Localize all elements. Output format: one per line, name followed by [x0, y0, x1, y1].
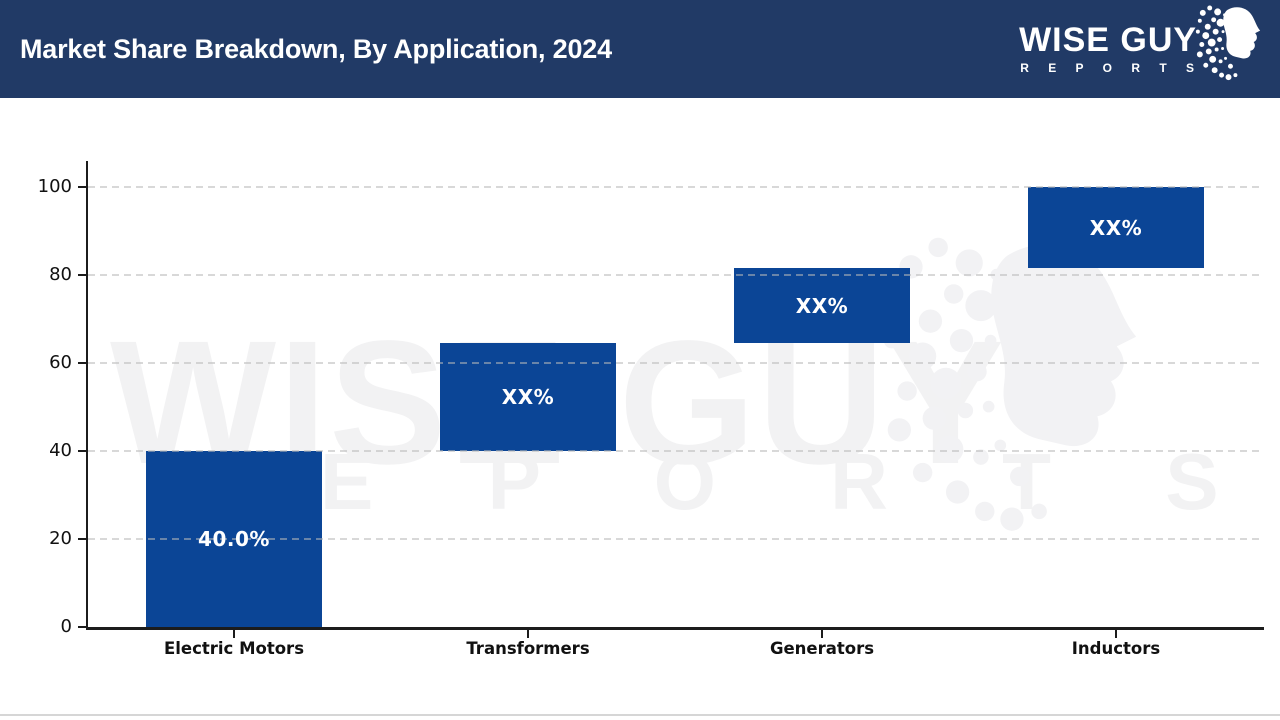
- chart-title: Market Share Breakdown, By Application, …: [20, 33, 612, 64]
- chart-area: WISE GUY R E P O R T S 0 20 40 60 80 100 Elect…: [0, 98, 1280, 720]
- gridline-80: [88, 274, 1263, 276]
- brand-name: WISE GUY: [1019, 21, 1198, 59]
- bar-value-label-box: XX%: [734, 268, 910, 343]
- y-tick-mark: [78, 450, 86, 452]
- bar-generators: [734, 268, 910, 344]
- y-tick-label: 60: [49, 352, 72, 373]
- bar-value-label-box: XX%: [1028, 187, 1204, 268]
- x-tick-mark: [233, 630, 235, 638]
- gridline-60: [88, 362, 1263, 364]
- x-category-label: Inductors: [1071, 639, 1161, 658]
- y-tick-label: 40: [49, 440, 72, 461]
- x-category-label: Transformers: [466, 639, 590, 658]
- y-tick-mark: [78, 538, 86, 540]
- brand-subtitle: R E P O R T S: [1020, 61, 1202, 75]
- bar-value-label: 40.0%: [198, 527, 270, 551]
- x-tick-mark: [527, 630, 529, 638]
- axes-layer: 0 20 40 60 80 100 Electric Motors Transformers G…: [0, 98, 1280, 720]
- y-tick-mark: [78, 626, 86, 628]
- x-category-label: Generators: [769, 639, 875, 658]
- x-tick-mark: [1115, 630, 1117, 638]
- gridline-20: [88, 538, 1263, 540]
- bar-value-label: XX%: [1089, 215, 1143, 240]
- bar-inductors: [1028, 187, 1204, 269]
- grid-layer: [0, 98, 1280, 720]
- bar-value-label: XX%: [795, 293, 849, 318]
- brand-text: WISE GUY R E P O R T S: [1014, 23, 1202, 75]
- y-axis-line: [86, 161, 88, 629]
- gridline-40: [88, 450, 1263, 452]
- bar-labels-layer: 40.0% XX% XX% XX%: [0, 98, 1280, 720]
- bar-transformers: [440, 343, 616, 451]
- bar-value-label-box: 40.0%: [146, 451, 322, 627]
- bottom-divider: [0, 714, 1280, 716]
- y-tick-label: 80: [49, 264, 72, 285]
- x-axis-line: [86, 627, 1264, 630]
- header-bar: Market Share Breakdown, By Application, …: [0, 0, 1280, 98]
- brand-logo: WISE GUY R E P O R T S: [1014, 5, 1280, 93]
- y-tick-label: 100: [37, 176, 72, 197]
- y-tick-label: 0: [60, 616, 72, 637]
- y-tick-mark: [78, 362, 86, 364]
- y-tick-mark: [78, 274, 86, 276]
- bar-value-label: XX%: [501, 385, 555, 410]
- y-tick-mark: [78, 186, 86, 188]
- x-tick-mark: [821, 630, 823, 638]
- wise-guy-face-icon: [1186, 1, 1270, 93]
- bar-value-label-box: XX%: [440, 343, 616, 451]
- x-category-label: Electric Motors: [163, 639, 305, 658]
- gridline-100: [88, 186, 1263, 188]
- ticks-layer: 0 20 40 60 80 100 Electric Motors Transformers G…: [0, 98, 1280, 720]
- y-tick-label: 20: [49, 528, 72, 549]
